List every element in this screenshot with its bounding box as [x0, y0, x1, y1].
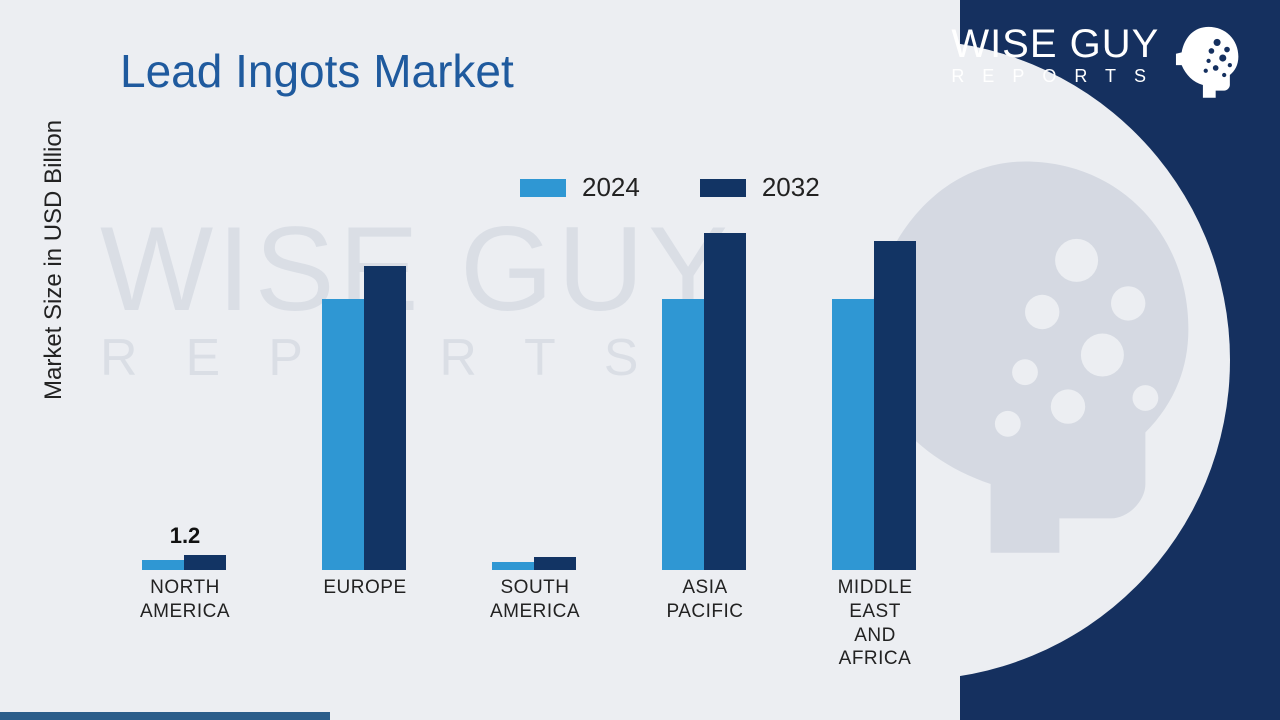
legend-item-2032: 2032: [700, 172, 820, 203]
y-axis-label: Market Size in USD Billion: [40, 120, 68, 400]
bar-value-label: 1.2: [120, 523, 250, 549]
bar-group: [470, 200, 600, 570]
bar-group: [810, 200, 940, 570]
legend-label-2032: 2032: [762, 172, 820, 203]
brand-logo: WISE GUY REPORTS: [951, 24, 1246, 102]
bar-2024: [322, 299, 364, 570]
bar-2024: [492, 562, 534, 570]
bar-2024: [832, 299, 874, 570]
bar-2024: [142, 560, 184, 570]
bar-2032: [874, 241, 916, 570]
bar-2032: [364, 266, 406, 570]
canvas: WISE GUY REPORTS WISE GUY REPORTS: [0, 0, 1280, 720]
bar-2032: [704, 233, 746, 570]
bar-2024: [662, 299, 704, 570]
footer-accent-bar: [0, 712, 330, 720]
brand-line1: WISE GUY: [951, 24, 1164, 64]
x-axis-label: EUROPE: [300, 576, 430, 600]
x-axis-label: ASIAPACIFIC: [640, 576, 770, 624]
brand-head-icon: [1174, 24, 1246, 102]
x-axis-label: MIDDLEEASTANDAFRICA: [810, 576, 940, 671]
legend-swatch-2032: [700, 179, 746, 197]
chart-title: Lead Ingots Market: [120, 44, 514, 98]
bar-group: 1.2: [120, 200, 250, 570]
legend: 2024 2032: [520, 172, 820, 203]
bar-2032: [534, 557, 576, 570]
x-axis-label: NORTHAMERICA: [120, 576, 250, 624]
brand-line2: REPORTS: [951, 66, 1164, 87]
legend-swatch-2024: [520, 179, 566, 197]
bar-chart-plot: 1.2: [110, 200, 940, 570]
bar-group: [640, 200, 770, 570]
legend-label-2024: 2024: [582, 172, 640, 203]
x-axis-labels: NORTHAMERICA EUROPE SOUTHAMERICA ASIAPACIFI…: [110, 576, 940, 706]
x-axis-label: SOUTHAMERICA: [470, 576, 600, 624]
bar-group: [300, 200, 430, 570]
legend-item-2024: 2024: [520, 172, 640, 203]
bar-2032: [184, 555, 226, 570]
